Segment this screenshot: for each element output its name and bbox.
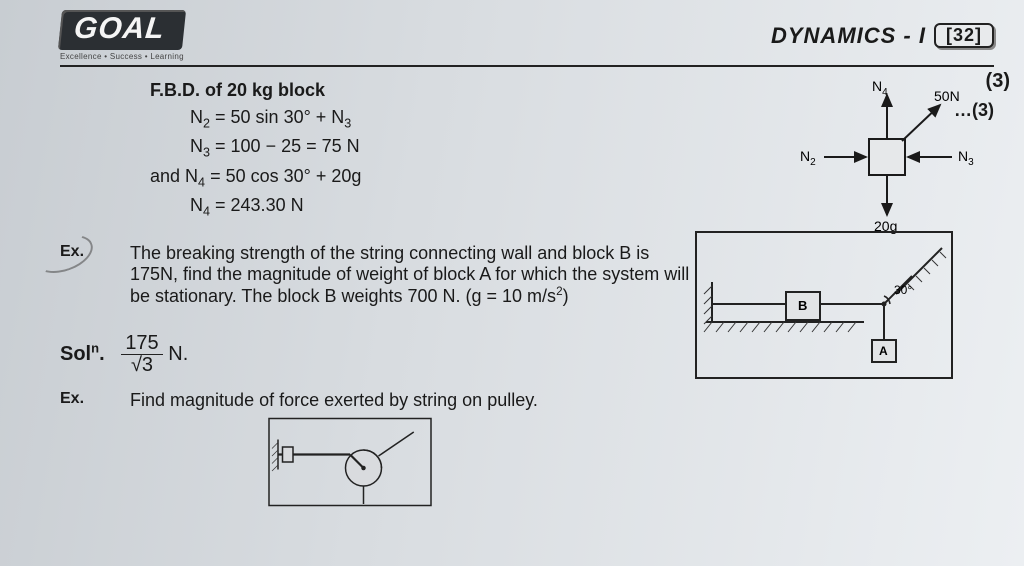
- block-a-label: A: [879, 344, 888, 358]
- fbd-title: F.B.D. of 20 kg block: [150, 77, 760, 104]
- example-2-diagram: [240, 417, 460, 507]
- page-container: GOAL Excellence • Success • Learning DYN…: [60, 10, 994, 556]
- header-rule: [60, 65, 994, 67]
- eq1-rhs-sub: 3: [344, 117, 351, 131]
- page-number-box: [32]: [934, 23, 994, 48]
- example-1-tail: ): [563, 286, 569, 306]
- soln-num: 175: [121, 333, 162, 355]
- example-1-diagram: B 30° A: [694, 230, 954, 380]
- soln-unit: N.: [168, 343, 188, 365]
- fbd-eq3: and N4 = 50 cos 30° + 20g: [150, 163, 760, 192]
- example-2-diagram-wrap: [240, 417, 994, 512]
- soln-prefix: Sol: [60, 343, 91, 365]
- example-1-label: Ex.: [60, 243, 130, 307]
- fbd-eq1: N2 = 50 sin 30° + N3: [190, 104, 760, 133]
- goal-badge: GOAL: [58, 10, 186, 50]
- eq3-lhs: N: [185, 166, 198, 186]
- eq1-sub: 2: [203, 117, 210, 131]
- fbd-eq4: N4 = 243.30 N: [190, 192, 760, 221]
- eq2-rhs: = 100 − 25 = 75 N: [210, 136, 360, 156]
- goal-subtitle: Excellence • Success • Learning: [60, 52, 184, 61]
- eq2-lhs: N: [190, 136, 203, 156]
- soln-fraction: 175 √3: [121, 333, 162, 376]
- margin-mark-top: (3): [986, 70, 1010, 93]
- margin-mark-eqref: …(3): [954, 100, 994, 121]
- eq3-sub: 4: [198, 176, 205, 190]
- soln-suffix: .: [99, 343, 105, 365]
- soln-sup: n: [91, 340, 99, 355]
- eq1-lhs: N: [190, 107, 203, 127]
- eq4-sub: 4: [203, 205, 210, 219]
- fbd-n4-label: N4: [872, 78, 888, 98]
- example-2: Ex. Find magnitude of force exerted by s…: [60, 390, 994, 411]
- chapter-title: DYNAMICS - I: [771, 23, 926, 49]
- angle-label: 30°: [894, 283, 912, 297]
- fbd-n3-label: N3: [958, 148, 974, 168]
- example-2-label: Ex.: [60, 390, 130, 411]
- eq4-lhs: N: [190, 195, 203, 215]
- fbd-eq2: N3 = 100 − 25 = 75 N: [190, 133, 760, 162]
- eq3-rhs: = 50 cos 30° + 20g: [205, 166, 361, 186]
- brand-block: GOAL Excellence • Success • Learning: [60, 10, 184, 61]
- fbd-text: F.B.D. of 20 kg block N2 = 50 sin 30° + …: [60, 77, 760, 237]
- chapter-title-block: DYNAMICS - I [32]: [771, 23, 994, 49]
- eq4-rhs: = 243.30 N: [210, 195, 304, 215]
- fbd-section: F.B.D. of 20 kg block N2 = 50 sin 30° + …: [60, 77, 994, 237]
- eq1-rhs: = 50 sin 30° + N: [210, 107, 344, 127]
- page-header: GOAL Excellence • Success • Learning DYN…: [60, 10, 994, 61]
- eq3-and: and: [150, 166, 185, 186]
- eq2-sub: 3: [203, 146, 210, 160]
- fbd-n2-label: N2: [800, 148, 816, 168]
- example-1-text: The breaking strength of the string conn…: [130, 243, 690, 307]
- block-b-label: B: [798, 298, 807, 313]
- soln-den: √3: [127, 355, 157, 376]
- example-1-body: The breaking strength of the string conn…: [130, 243, 689, 306]
- example-2-text: Find magnitude of force exerted by strin…: [130, 390, 994, 411]
